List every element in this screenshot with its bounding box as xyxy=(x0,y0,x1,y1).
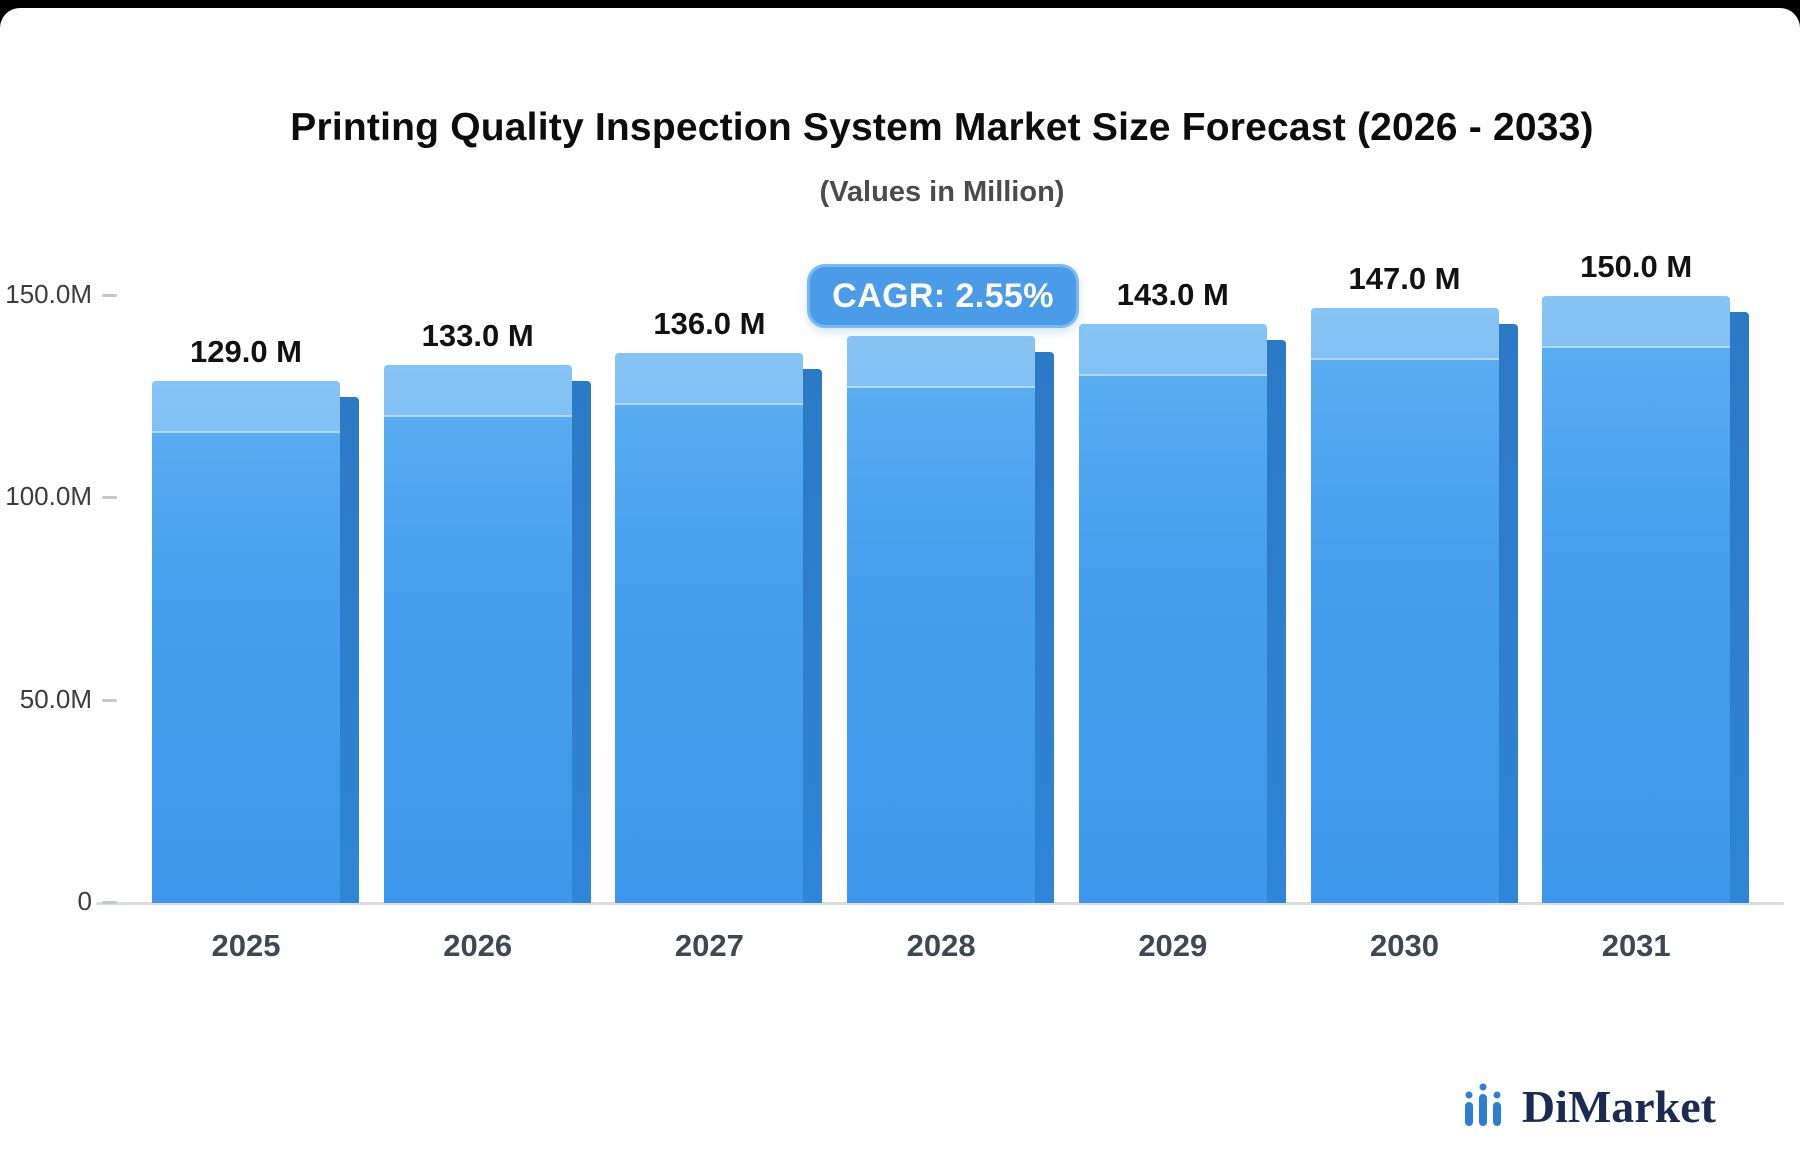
bar-face xyxy=(1310,308,1499,903)
y-tick-label: 150.0M xyxy=(5,279,92,309)
bar-value-label: 129.0 M xyxy=(189,333,302,369)
bar-2028: 140.0 M xyxy=(847,289,1055,903)
y-tick-mark xyxy=(102,496,117,500)
bar-2026: 133.0 M xyxy=(383,318,591,903)
bar-face xyxy=(383,364,572,903)
bar-side-face xyxy=(803,368,823,903)
cagr-badge: CAGR: 2.55% xyxy=(807,264,1079,328)
bar-value-label: 136.0 M xyxy=(653,305,766,341)
bar-chart-dots-icon xyxy=(1460,1078,1512,1130)
y-tick-mark xyxy=(102,698,117,702)
chart-subtitle: (Values in Million) xyxy=(819,176,1065,208)
y-tick-label: 50.0M xyxy=(19,683,92,714)
x-tick-label-2028: 2028 xyxy=(906,928,976,963)
chart-title: Printing Quality Inspection System Marke… xyxy=(290,106,1594,149)
chart-card: Printing Quality Inspection System Marke… xyxy=(0,8,1800,1156)
bar-side-face xyxy=(1498,324,1518,903)
bar-2030: 147.0 M xyxy=(1310,261,1518,903)
bar-value-label: 150.0 M xyxy=(1580,249,1693,284)
x-tick-label-2029: 2029 xyxy=(1138,928,1208,963)
bar-2031: 150.0 M xyxy=(1542,249,1750,903)
x-tick-label-2030: 2030 xyxy=(1370,928,1439,963)
plot-area: 150.0M 100.0M 50.0M 0 129.0 M 2025 133.0 M 2026… xyxy=(5,249,1784,963)
bar-2025: 129.0 M xyxy=(152,334,359,903)
y-tick-label: 0 xyxy=(77,886,92,916)
bar-value-label: 147.0 M xyxy=(1348,261,1461,297)
bar-face xyxy=(1078,324,1267,903)
bar-face xyxy=(1542,296,1731,903)
bar-face xyxy=(615,352,804,903)
bar-value-label: 143.0 M xyxy=(1116,277,1229,313)
x-tick-label-2026: 2026 xyxy=(443,928,513,963)
bar-side-face xyxy=(1730,312,1750,903)
bar-side-face xyxy=(1035,352,1055,903)
x-tick-label-2031: 2031 xyxy=(1601,928,1671,963)
bar-face xyxy=(152,380,340,903)
bar-2027: 136.0 M xyxy=(615,306,823,903)
brand-logo: DiMarket xyxy=(1460,1078,1716,1130)
bar-2029: 143.0 M xyxy=(1078,277,1286,903)
bar-side-face xyxy=(340,396,359,903)
y-tick-mark xyxy=(102,294,117,297)
bar-side-face xyxy=(1266,340,1286,903)
bar-value-label: 133.0 M xyxy=(421,317,534,353)
x-tick-label-2025: 2025 xyxy=(211,928,281,963)
y-tick-mark xyxy=(102,901,117,904)
logo-text: DiMarket xyxy=(1521,1081,1716,1132)
y-tick-label: 100.0M xyxy=(5,481,92,512)
bar-face xyxy=(847,336,1036,903)
bar-side-face xyxy=(571,380,591,903)
x-axis-line xyxy=(96,902,1784,905)
x-tick-label-2027: 2027 xyxy=(674,928,744,963)
